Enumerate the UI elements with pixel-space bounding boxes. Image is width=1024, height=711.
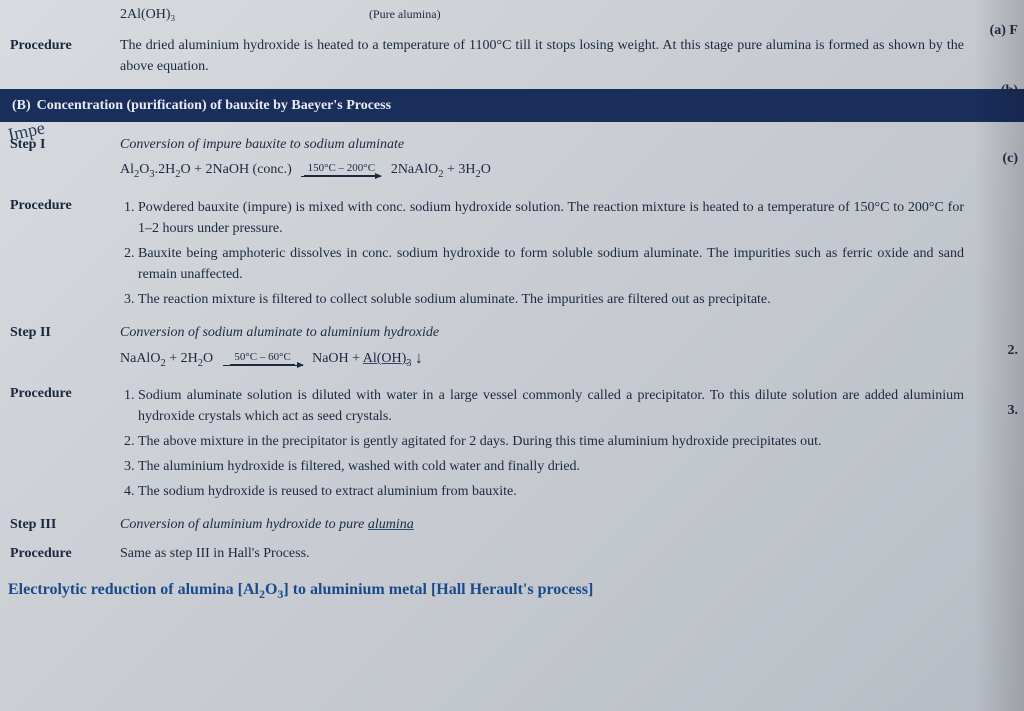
step3-procedure-label: Procedure <box>0 539 110 568</box>
top-formula-row: 2Al(OH)₃ (Pure alumina) <box>0 0 1024 31</box>
step2-label: Step II <box>0 318 110 347</box>
step1-lhs: Al2O3.2H2O + 2NaOH (conc.) <box>120 162 292 177</box>
step3-procedure-text: Same as step III in Hall's Process. <box>110 539 1024 568</box>
step1-cond: 150°C – 200°C <box>304 163 379 176</box>
edge-c: (c) <box>1002 148 1018 169</box>
step2-rhs: NaOH + Al(OH)3 ↓ <box>312 351 423 366</box>
edge-2: 2. <box>1008 340 1019 361</box>
step3-procedure-row: Procedure Same as step III in Hall's Pro… <box>0 539 1024 568</box>
list-item: The sodium hydroxide is reused to extrac… <box>138 481 964 502</box>
step2-cond: 50°C – 60°C <box>230 352 294 365</box>
formula-partial: 2Al(OH)₃ <box>120 7 175 22</box>
step1-procedure-body: Powdered bauxite (impure) is mixed with … <box>110 191 1024 318</box>
top-formula: 2Al(OH)₃ (Pure alumina) <box>110 0 1024 31</box>
step2-lhs: NaAlO2 + 2H2O <box>120 351 213 366</box>
step1-title: Conversion of impure bauxite to sodium a… <box>120 134 964 155</box>
step2-list: Sodium aluminate solution is diluted wit… <box>120 385 964 502</box>
list-item: Powdered bauxite (impure) is mixed with … <box>138 197 964 239</box>
textbook-page: 2Al(OH)₃ (Pure alumina) Procedure The dr… <box>0 0 1024 711</box>
step1-equation: Al2O3.2H2O + 2NaOH (conc.) 150°C – 200°C… <box>120 159 964 183</box>
step2-procedure-label: Procedure <box>0 379 110 408</box>
edge-a: (a) F <box>990 20 1018 41</box>
step2-content: Conversion of sodium aluminate to alumin… <box>110 318 1024 380</box>
list-item: Sodium aluminate solution is diluted wit… <box>138 385 964 427</box>
step3-title: Conversion of aluminium hydroxide to pur… <box>120 517 414 532</box>
top-procedure-row: Procedure The dried aluminium hydroxide … <box>0 31 1024 81</box>
list-item: The above mixture in the precipitator is… <box>138 431 964 452</box>
step3-label: Step III <box>0 510 110 539</box>
step1-procedure-row: Procedure Powdered bauxite (impure) is m… <box>0 191 1024 318</box>
step1-content: Conversion of impure bauxite to sodium a… <box>110 130 1024 191</box>
step2-title: Conversion of sodium aluminate to alumin… <box>120 322 964 343</box>
step2-equation: NaAlO2 + 2H2O 50°C – 60°C NaOH + Al(OH)3… <box>120 347 964 372</box>
pure-alumina-caption: (Pure alumina) <box>369 5 441 23</box>
step3-row: Step III Conversion of aluminium hydroxi… <box>0 510 1024 539</box>
reaction-arrow: 150°C – 200°C <box>301 163 381 177</box>
arrow-line <box>223 365 303 366</box>
step1-rhs: 2NaAlO2 + 3H2O <box>391 162 491 177</box>
step3-content: Conversion of aluminium hydroxide to pur… <box>110 510 1024 539</box>
step2-procedure-body: Sodium aluminate solution is diluted wit… <box>110 379 1024 510</box>
edge-3: 3. <box>1008 400 1019 421</box>
reaction-arrow: 50°C – 60°C <box>223 352 303 366</box>
step2-row: Step II Conversion of sodium aluminate t… <box>0 318 1024 380</box>
step2-procedure-row: Procedure Sodium aluminate solution is d… <box>0 379 1024 510</box>
section-b-banner: (B) Concentration (purification) of baux… <box>0 89 1024 122</box>
top-procedure-text: The dried aluminium hydroxide is heated … <box>110 31 1024 81</box>
list-item: The reaction mixture is filtered to coll… <box>138 289 964 310</box>
arrow-line <box>301 176 381 177</box>
list-item: The aluminium hydroxide is filtered, was… <box>138 456 964 477</box>
step1-row: Step I Conversion of impure bauxite to s… <box>0 130 1024 191</box>
banner-label: (B) <box>12 95 31 116</box>
step1-procedure-label: Procedure <box>0 191 110 220</box>
list-item: Bauxite being amphoteric dissolves in co… <box>138 243 964 285</box>
banner-title: Concentration (purification) of bauxite … <box>37 95 391 116</box>
spacer <box>0 0 110 8</box>
step1-list: Powdered bauxite (impure) is mixed with … <box>120 197 964 310</box>
footer-heading: Electrolytic reduction of alumina [Al2O3… <box>0 568 1024 603</box>
edge-b: (b) <box>1001 80 1018 101</box>
procedure-label: Procedure <box>0 31 110 60</box>
